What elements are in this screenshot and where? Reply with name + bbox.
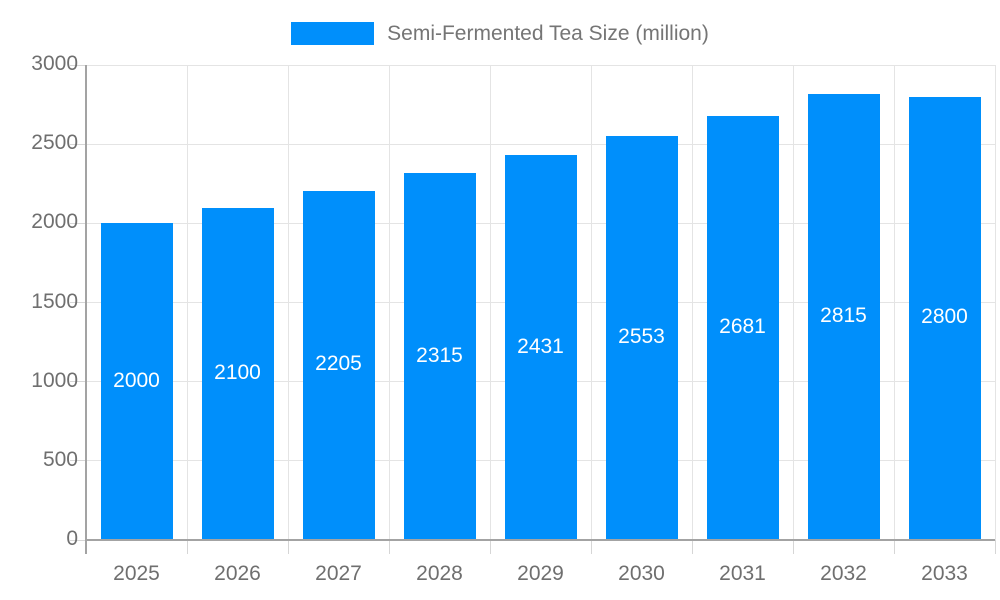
bar-value-label: 2681	[719, 314, 766, 338]
bar	[302, 190, 375, 540]
x-tick-label: 2031	[719, 562, 766, 585]
x-tick-label: 2028	[416, 562, 463, 585]
x-tick-label: 2029	[517, 562, 564, 585]
x-axis-line	[86, 539, 995, 541]
gridline-vertical	[893, 65, 895, 540]
x-axis-tick	[388, 540, 390, 554]
y-tick-label: 2000	[31, 210, 78, 234]
x-tick-label: 2027	[315, 562, 362, 585]
y-tick-label: 2500	[31, 131, 78, 155]
bar	[807, 94, 880, 540]
y-axis-tick	[70, 539, 86, 541]
bar-value-label: 2553	[618, 324, 665, 348]
y-axis-tick	[70, 143, 86, 145]
x-tick-label: 2026	[214, 562, 261, 585]
bar-value-label: 2100	[214, 360, 261, 384]
gridline-vertical	[792, 65, 794, 540]
x-tick-label: 2030	[618, 562, 665, 585]
y-axis-tick	[70, 381, 86, 383]
gridline-vertical	[287, 65, 289, 540]
x-axis-tick	[792, 540, 794, 554]
y-tick-label: 1000	[31, 368, 78, 392]
y-axis-line	[85, 65, 87, 554]
x-axis-tick	[590, 540, 592, 554]
x-axis-tick	[186, 540, 188, 554]
gridline-horizontal	[86, 64, 995, 66]
y-tick-label: 1500	[31, 289, 78, 313]
bar	[201, 207, 274, 540]
y-axis-tick	[70, 222, 86, 224]
gridline-vertical	[691, 65, 693, 540]
x-tick-label: 2032	[820, 562, 867, 585]
gridline-vertical	[590, 65, 592, 540]
bar	[504, 155, 577, 540]
y-axis-tick	[70, 302, 86, 303]
gridline-vertical	[186, 65, 188, 540]
y-tick-label: 0	[66, 527, 78, 550]
bar	[403, 173, 476, 540]
bar-value-label: 2315	[416, 343, 463, 367]
x-axis-tick	[994, 540, 996, 554]
x-axis-tick	[489, 540, 491, 554]
bar	[706, 115, 779, 540]
x-axis-tick	[893, 540, 895, 554]
legend-marker-swatch	[291, 21, 375, 45]
legend[interactable]: Semi-Fermented Tea Size (million)	[0, 20, 1000, 46]
bar-value-label: 2431	[517, 334, 564, 358]
x-tick-label: 2033	[921, 562, 968, 585]
x-axis-tick	[287, 540, 289, 554]
bar	[908, 96, 981, 540]
gridline-vertical	[388, 65, 390, 540]
x-axis-tick	[691, 540, 693, 554]
y-axis-tick	[70, 64, 86, 66]
bar-value-label: 2800	[921, 305, 968, 329]
y-axis-tick	[70, 460, 86, 462]
y-tick-label: 3000	[31, 52, 78, 75]
legend-series-label: Semi-Fermented Tea Size (million)	[387, 21, 709, 45]
bar	[100, 223, 173, 540]
bar-value-label: 2205	[315, 352, 362, 376]
y-tick-label: 500	[42, 447, 78, 471]
bar-value-label: 2815	[820, 304, 867, 328]
x-tick-label: 2025	[113, 562, 160, 585]
bar	[605, 135, 678, 540]
gridline-horizontal	[86, 143, 995, 145]
gridline-vertical	[994, 65, 996, 540]
bar-value-label: 2000	[113, 368, 160, 392]
gridline-vertical	[489, 65, 491, 540]
